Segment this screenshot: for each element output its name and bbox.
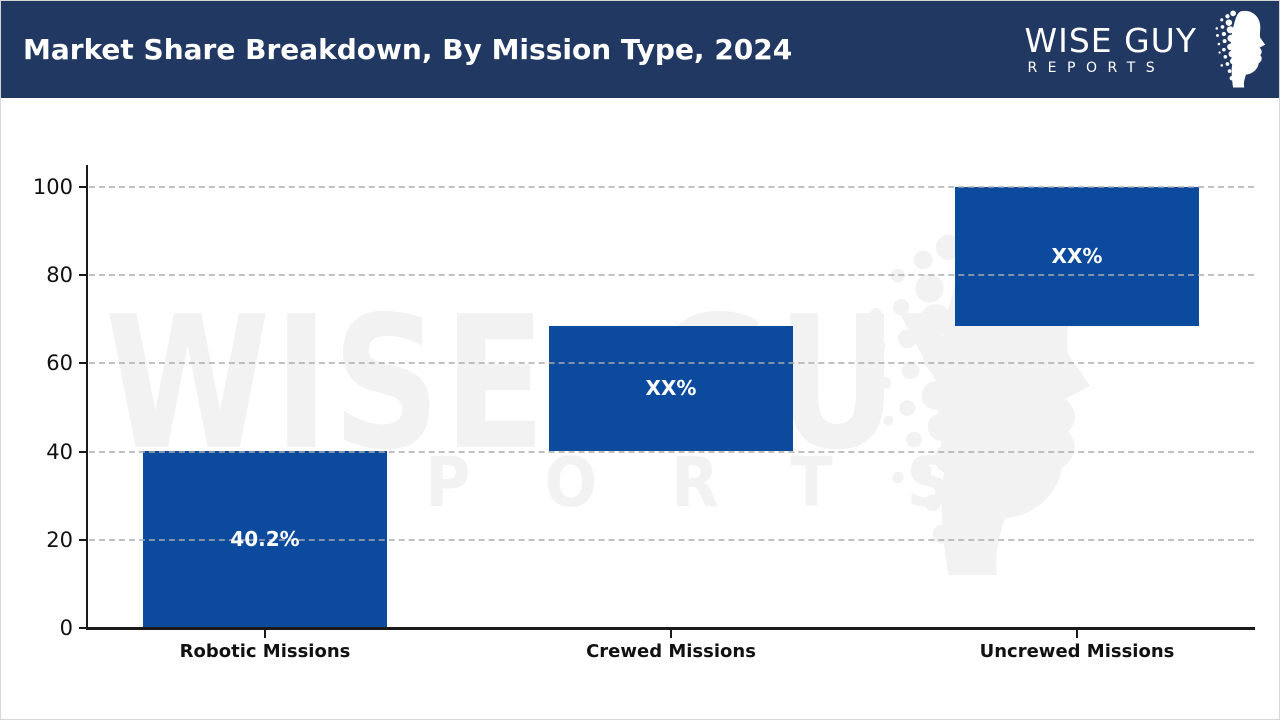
x-axis-tick [1076,630,1078,638]
y-axis-tick-label: 60 [46,351,73,376]
gridline-60 [89,362,1254,365]
logo-text: WISE GUY REPORTS [1024,20,1197,76]
header: Market Share Breakdown, By Mission Type,… [1,1,1279,98]
x-axis-tick [670,630,672,638]
bar-value-label: XX% [645,376,697,401]
y-axis-tick-label: 20 [46,527,73,552]
y-axis-tick [79,450,88,453]
y-axis-tick-label: 40 [46,439,73,464]
x-axis-tick [264,630,266,638]
gridline-40 [89,450,1254,453]
wiseguy-logo: WISE GUY REPORTS [1024,7,1273,91]
category-label: Crewed Missions [586,641,756,662]
gridline-20 [89,538,1254,541]
y-axis-tick [79,186,88,188]
category-label: Uncrewed Missions [979,641,1175,662]
gridline-100 [89,186,1254,188]
gridline-80 [89,274,1254,277]
y-axis-tick [79,627,88,629]
logo-wordmark: WISE GUY [1024,20,1197,60]
y-axis-tick-label: 100 [32,175,73,199]
logo-reports-label: REPORTS [1027,59,1166,76]
page-title: Market Share Breakdown, By Mission Type,… [23,33,793,66]
category-label: Robotic Missions [179,641,351,662]
bar-value-label: XX% [1051,244,1103,269]
y-axis-line [86,165,88,629]
bar-2 [549,325,793,451]
y-axis-tick [79,362,88,365]
bar-3 [955,187,1199,326]
x-axis-line [86,627,1255,630]
y-axis-tick-label: 80 [46,263,73,288]
y-axis-tick [79,538,88,541]
y-axis-tick [79,274,88,277]
y-axis-tick-label: 0 [59,616,73,640]
bar-value-label: 40.2% [230,527,300,552]
wiseguy-face-icon [1215,10,1266,88]
